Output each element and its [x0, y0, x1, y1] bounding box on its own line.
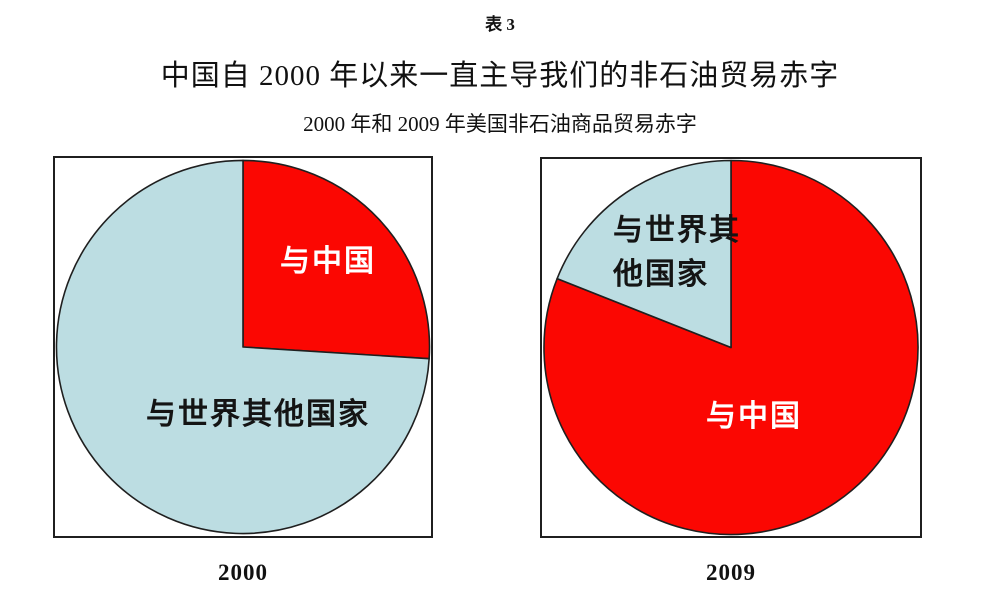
- slice-label-2000-china: 与中国: [280, 245, 376, 278]
- slice-label-2009-china: 与中国: [706, 400, 802, 433]
- year-caption-2000: 2000: [218, 560, 268, 585]
- pie-chart-2000: [55, 159, 431, 535]
- figure-title: 中国自 2000 年以来一直主导我们的非石油贸易赤字: [160, 60, 840, 92]
- year-caption-2009: 2009: [706, 560, 756, 585]
- pie-chart-2009: [543, 159, 919, 536]
- slice-label-2009-others-line2: 他国家: [613, 258, 709, 291]
- table-number-label: 表 3: [485, 15, 515, 34]
- pie-slice: [556, 159, 732, 349]
- pie-panel-2000: [53, 156, 433, 538]
- pie-slice: [242, 159, 431, 360]
- slice-label-2009-others-line1: 与世界其: [613, 214, 741, 247]
- pie-panel-2009: [540, 157, 922, 538]
- slice-label-2000-others: 与世界其他国家: [146, 398, 370, 431]
- pie-slice: [55, 159, 430, 535]
- figure-subtitle: 2000 年和 2009 年美国非石油商品贸易赤字: [303, 112, 697, 136]
